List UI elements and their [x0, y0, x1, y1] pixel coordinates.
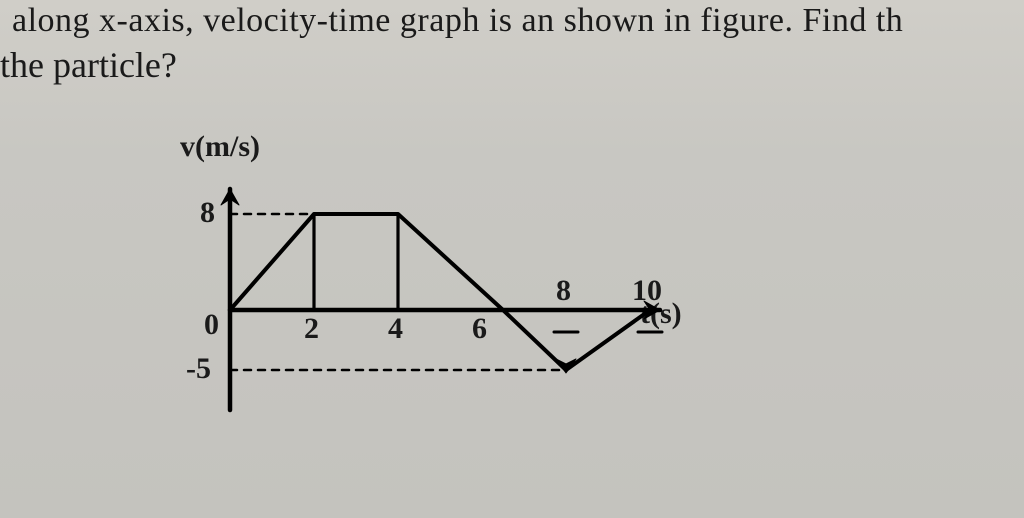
page: { "question": { "line1": "along x-axis, …: [0, 0, 1024, 518]
question-text-line2: the particle?: [0, 44, 177, 86]
chart-svg: [140, 130, 740, 500]
question-text-line1: along x-axis, velocity-time graph is an …: [12, 2, 903, 40]
velocity-time-chart: v(m/s) t(s) 0 8 -5 2 4 6 8 10: [140, 130, 740, 500]
